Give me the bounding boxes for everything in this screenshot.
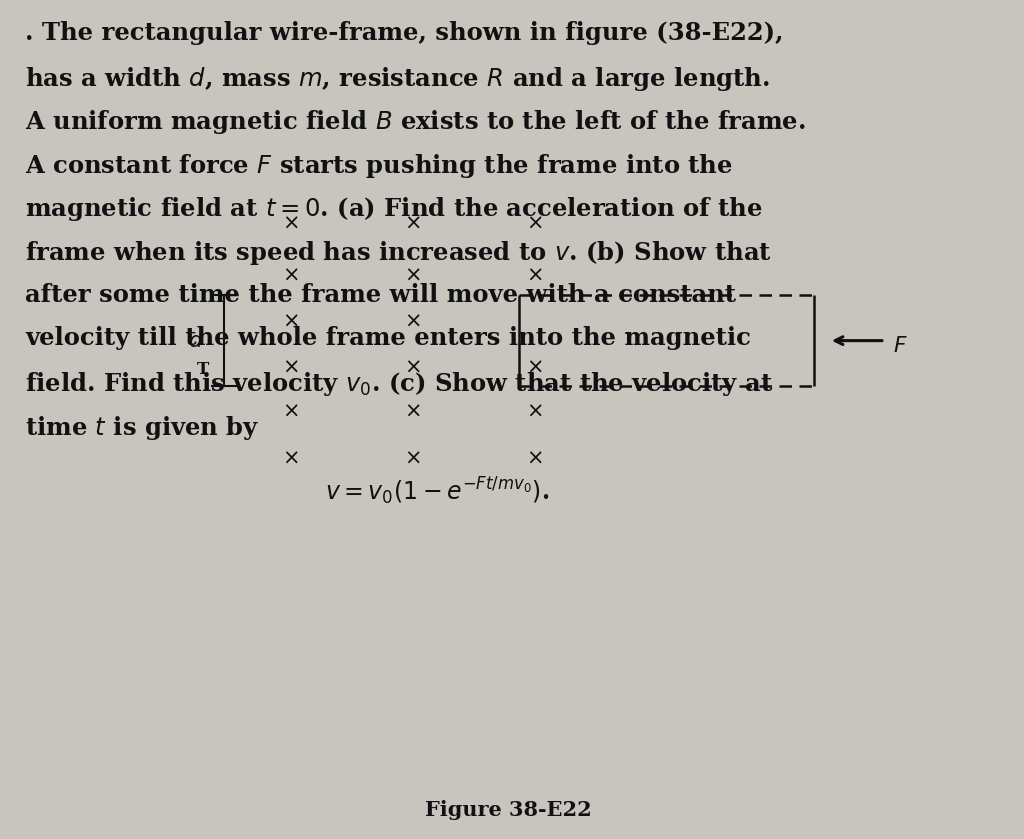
Text: $\times$: $\times$ xyxy=(525,401,543,421)
Text: A constant force $F$ starts pushing the frame into the: A constant force $F$ starts pushing the … xyxy=(26,152,733,180)
Text: $\times$: $\times$ xyxy=(282,212,298,232)
Text: has a width $d$, mass $m$, resistance $R$ and a large length.: has a width $d$, mass $m$, resistance $R… xyxy=(26,65,770,92)
Text: $\times$: $\times$ xyxy=(403,447,420,467)
Text: Figure 38-E22: Figure 38-E22 xyxy=(425,800,592,820)
Text: $\times$: $\times$ xyxy=(282,310,298,331)
Text: frame when its speed has increased to $v$. (b) Show that: frame when its speed has increased to $v… xyxy=(26,239,772,267)
Text: field. Find this velocity $v_0$. (c) Show that the velocity at: field. Find this velocity $v_0$. (c) Sho… xyxy=(26,370,774,398)
Text: $\times$: $\times$ xyxy=(282,401,298,421)
Text: $\times$: $\times$ xyxy=(403,264,420,284)
Text: $\times$: $\times$ xyxy=(525,212,543,232)
Text: $\times$: $\times$ xyxy=(525,264,543,284)
Text: $\times$: $\times$ xyxy=(282,447,298,467)
Text: $\times$: $\times$ xyxy=(282,264,298,284)
Text: $\times$: $\times$ xyxy=(403,310,420,331)
Text: time $t$ is given by: time $t$ is given by xyxy=(26,414,260,441)
Text: magnetic field at $t = 0$. (a) Find the acceleration of the: magnetic field at $t = 0$. (a) Find the … xyxy=(26,195,763,223)
Text: $\times$: $\times$ xyxy=(525,357,543,377)
Text: after some time the frame will move with a constant: after some time the frame will move with… xyxy=(26,283,736,307)
Text: $\times$: $\times$ xyxy=(403,357,420,377)
Text: velocity till the whole frame enters into the magnetic: velocity till the whole frame enters int… xyxy=(26,326,752,351)
Text: $v = v_0(1 - e^{-Ft/mv_0})$.: $v = v_0(1 - e^{-Ft/mv_0})$. xyxy=(326,475,550,507)
Text: A uniform magnetic field $B$ exists to the left of the frame.: A uniform magnetic field $B$ exists to t… xyxy=(26,108,806,136)
Text: . The rectangular wire-frame, shown in figure (38-E22),: . The rectangular wire-frame, shown in f… xyxy=(26,21,784,45)
Text: $\times$: $\times$ xyxy=(403,212,420,232)
Text: $\times$: $\times$ xyxy=(403,401,420,421)
Text: $\times$: $\times$ xyxy=(282,357,298,377)
Text: $\times$: $\times$ xyxy=(525,447,543,467)
Text: $d$: $d$ xyxy=(187,330,204,352)
Text: T: T xyxy=(198,361,210,378)
Text: $F$: $F$ xyxy=(893,335,907,357)
